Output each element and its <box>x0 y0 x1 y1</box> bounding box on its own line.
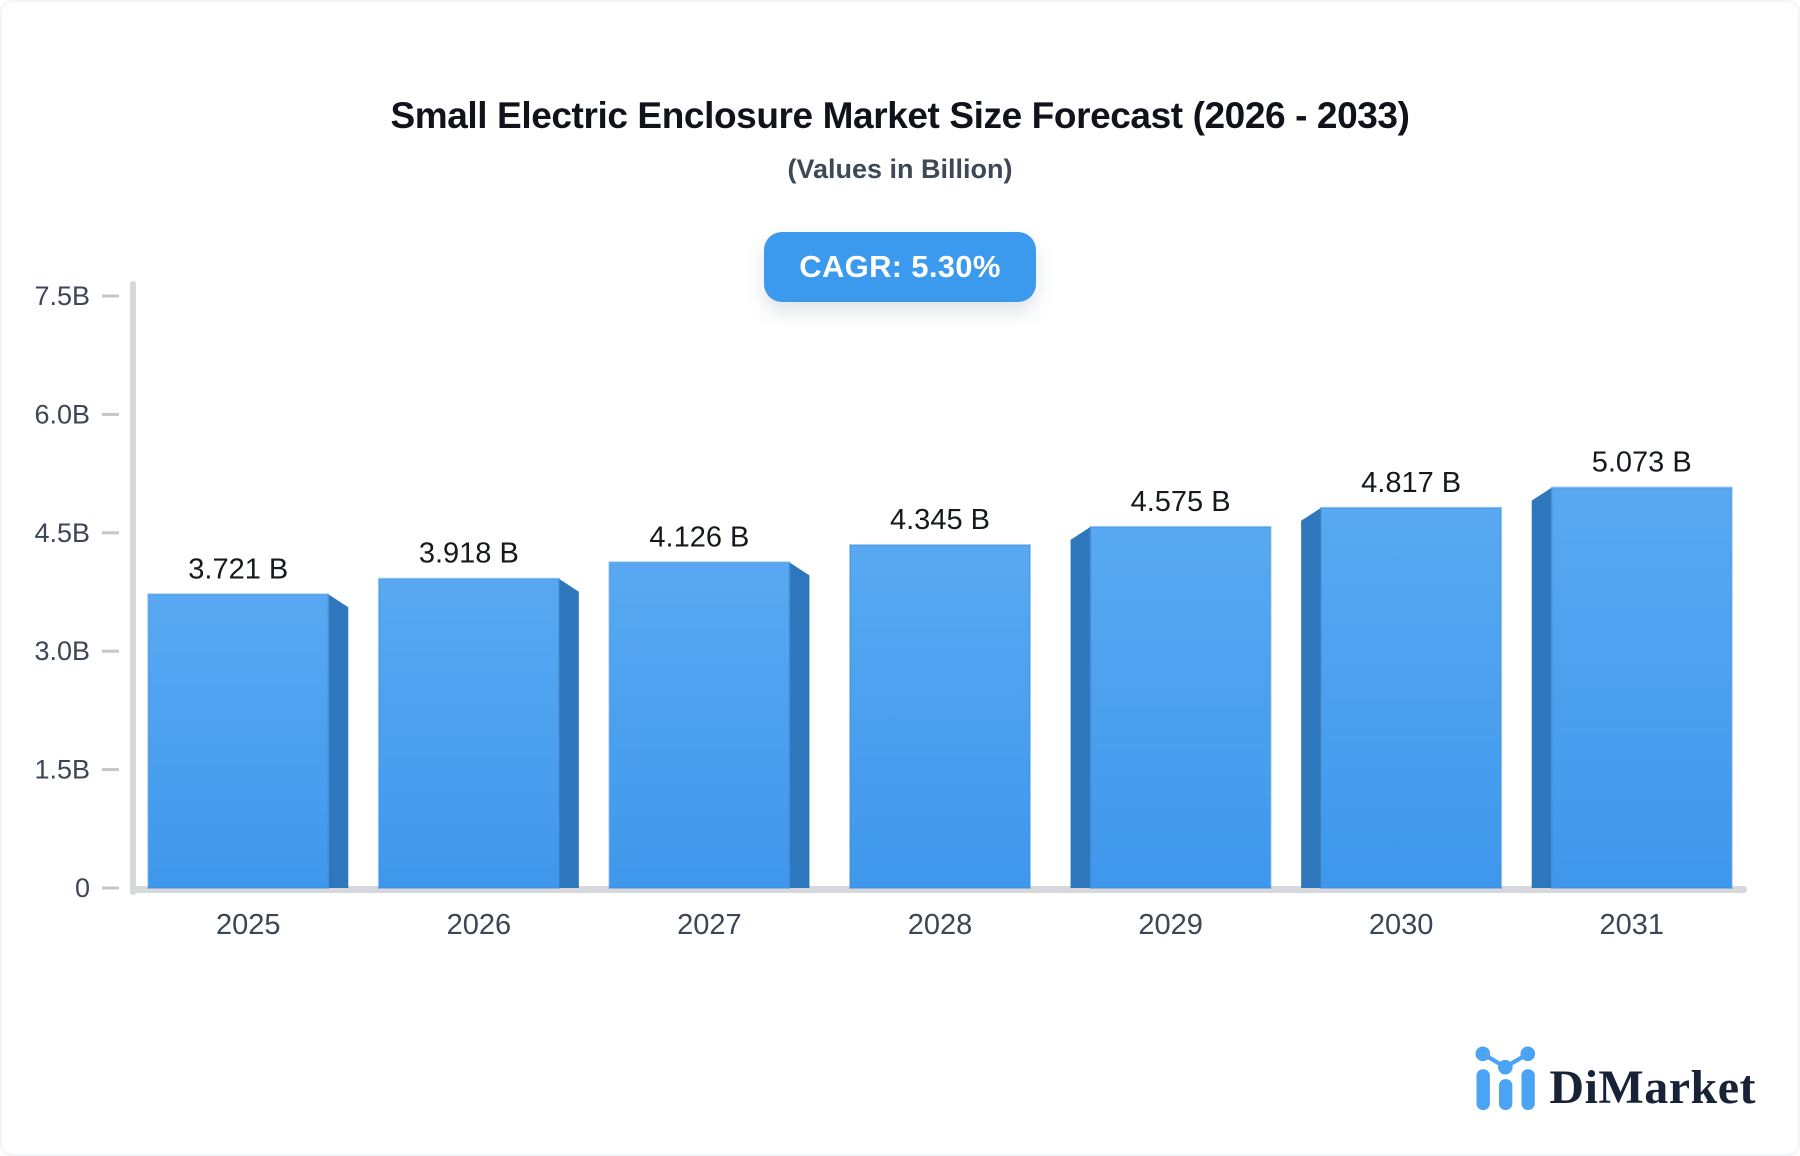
bar-value-label-2026: 3.918 B <box>419 538 519 570</box>
cagr-badge: CAGR: 5.30% <box>764 232 1036 302</box>
bar-2030 <box>1320 506 1503 889</box>
y-tick-label-0: 0 <box>75 873 90 903</box>
bar-side-2031 <box>1531 487 1552 888</box>
brand-logo-text: DiMarket <box>1549 1061 1756 1114</box>
bar-2028 <box>849 544 1031 889</box>
x-label-2030: 2030 <box>1369 909 1434 941</box>
y-tick-7.5B <box>102 294 119 298</box>
y-tick-4.5B <box>102 531 119 535</box>
y-tick-label-7.5B: 7.5B <box>34 281 90 311</box>
chart-title: Small Electric Enclosure Market Size For… <box>390 95 1410 136</box>
brand-logo: DiMarket <box>1475 1044 1756 1114</box>
bar-value-label-2029: 4.575 B <box>1131 486 1231 518</box>
x-label-2025: 2025 <box>216 909 281 941</box>
bar-value-label-2031: 5.073 B <box>1592 447 1692 479</box>
bar-2029 <box>1089 525 1272 889</box>
bar-side-2030 <box>1301 507 1322 888</box>
y-tick-label-1.5B: 1.5B <box>34 755 90 785</box>
y-tick-label-6.0B: 6.0B <box>34 399 90 429</box>
bar-side-2027 <box>789 562 810 888</box>
y-tick-1.5B <box>102 768 119 772</box>
bar-value-label-2025: 3.721 B <box>188 553 288 585</box>
bar-2025 <box>147 593 330 889</box>
y-tick-label-4.5B: 4.5B <box>34 518 90 548</box>
y-tick-3.0B <box>102 649 119 653</box>
bar-side-2025 <box>328 594 349 888</box>
chart-header: Small Electric Enclosure Market Size For… <box>2 2 1798 302</box>
x-label-2027: 2027 <box>677 909 742 941</box>
brand-logo-icon <box>1475 1046 1536 1110</box>
y-tick-0 <box>102 886 119 890</box>
y-axis-line <box>130 281 136 895</box>
x-label-2029: 2029 <box>1138 909 1203 941</box>
x-label-2031: 2031 <box>1599 909 1664 941</box>
chart-subtitle: (Values in Billion) <box>787 154 1013 184</box>
bar-side-2026 <box>558 578 579 888</box>
bar-value-label-2028: 4.345 B <box>890 504 990 536</box>
bar-value-label-2030: 4.817 B <box>1361 467 1461 499</box>
bar-2031 <box>1550 486 1733 889</box>
bar-2027 <box>608 561 791 889</box>
y-tick-6.0B <box>102 412 119 416</box>
bar-value-label-2027: 4.126 B <box>649 521 749 553</box>
bars-layer <box>147 486 1733 889</box>
bar-2026 <box>377 577 560 889</box>
x-label-2026: 2026 <box>447 909 512 941</box>
bar-side-2029 <box>1070 526 1091 888</box>
y-tick-label-3.0B: 3.0B <box>34 636 90 666</box>
x-label-2028: 2028 <box>908 909 973 941</box>
labels-layer: 3.721 B 2025 3.918 B 2026 4.126 B 2027 4.345 B… <box>188 447 1691 941</box>
